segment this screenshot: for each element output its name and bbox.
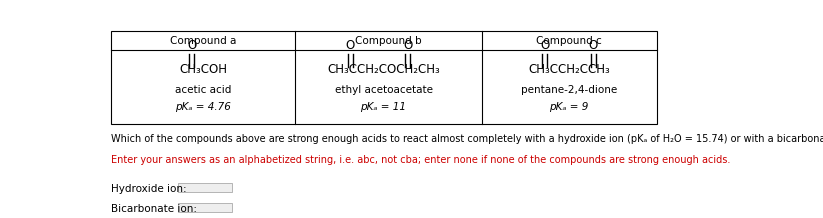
- Bar: [110, 31, 657, 124]
- Text: pentane-2,4-dione: pentane-2,4-dione: [521, 85, 617, 95]
- Text: Hydroxide ion:: Hydroxide ion:: [110, 184, 186, 194]
- Text: pKₐ = 11: pKₐ = 11: [360, 102, 407, 112]
- Text: O: O: [187, 39, 196, 52]
- Text: CH₃COH: CH₃COH: [179, 63, 227, 76]
- Text: CH₃CCH₂CCH₃: CH₃CCH₂CCH₃: [528, 63, 610, 76]
- Text: acetic acid: acetic acid: [174, 85, 231, 95]
- Text: Compound a: Compound a: [170, 36, 236, 46]
- Text: pKₐ = 4.76: pKₐ = 4.76: [175, 102, 231, 112]
- Text: ethyl acetoacetate: ethyl acetoacetate: [334, 85, 433, 95]
- Text: Enter your answers as an alphabetized string, i.e. abc, not cba; enter none if n: Enter your answers as an alphabetized st…: [110, 155, 730, 165]
- Text: O: O: [588, 39, 598, 52]
- Text: Bicarbonate ion:: Bicarbonate ion:: [110, 204, 197, 214]
- Text: pKₐ = 9: pKₐ = 9: [550, 102, 588, 112]
- Text: Which of the compounds above are strong enough acids to react almost completely : Which of the compounds above are strong …: [110, 134, 823, 144]
- Text: O: O: [403, 39, 412, 52]
- Text: Compound b: Compound b: [356, 36, 422, 46]
- Text: CH₃CCH₂COCH₂CH₃: CH₃CCH₂COCH₂CH₃: [328, 63, 439, 76]
- Bar: [178, 203, 232, 213]
- Text: O: O: [346, 39, 355, 52]
- Text: O: O: [540, 39, 550, 52]
- Bar: [178, 183, 232, 192]
- Text: Compound c: Compound c: [537, 36, 602, 46]
